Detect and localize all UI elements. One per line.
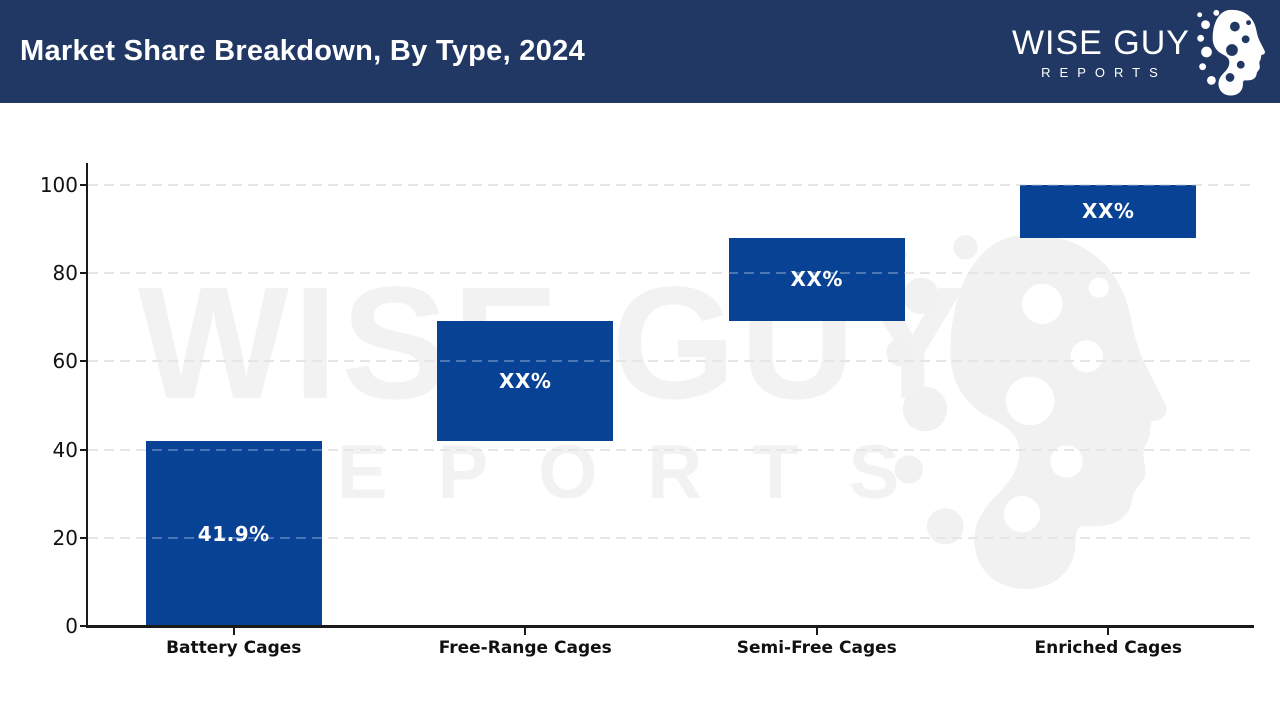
chart-title: Market Share Breakdown, By Type, 2024 (20, 35, 586, 67)
x-axis-line (86, 625, 1254, 628)
gridline-overlay (88, 448, 1254, 451)
grid-overlay-layer (0, 103, 1280, 720)
bar: XX% (728, 237, 905, 321)
logo-head-icon (1194, 7, 1266, 97)
gridlines-layer (0, 103, 1280, 720)
x-category-label: Free-Range Cages (438, 638, 612, 658)
y-axis-tick (80, 448, 88, 451)
gridline-overlay (88, 184, 1254, 187)
y-axis-tick (80, 272, 88, 275)
gridline (88, 448, 1254, 451)
y-axis-tick (80, 536, 88, 539)
y-tick-label: 40 (52, 437, 78, 462)
gridline-overlay (88, 272, 1254, 275)
y-axis-line (86, 163, 88, 628)
watermark-head-icon (872, 223, 1172, 595)
y-tick-label: 20 (52, 525, 78, 550)
y-tick-label: 100 (39, 173, 78, 198)
y-axis-tick (80, 184, 88, 187)
logo-name-text: WISE GUY (1011, 24, 1190, 62)
x-category-label: Battery Cages (166, 638, 302, 658)
y-tick-label: 60 (52, 349, 78, 374)
y-tick-label: 0 (65, 614, 78, 638)
gridline (88, 272, 1254, 275)
bar: XX% (437, 320, 614, 442)
x-category-label: Semi-Free Cages (736, 638, 897, 658)
bar: 41.9% (145, 441, 322, 626)
axis-labels-layer: 0 20 40 60 80 100 Battery Cages Free-Range Cage… (0, 103, 1280, 720)
gridline (88, 360, 1254, 363)
logo-sub-text: REPORTS (1041, 65, 1167, 80)
x-axis-tick (815, 627, 818, 635)
bar: XX% (1020, 185, 1197, 238)
y-axis-tick (80, 360, 88, 363)
x-axis-tick (1107, 627, 1110, 635)
bar-value-label: 41.9% (197, 521, 270, 546)
logo-wordmark: WISE GUY REPORTS (1012, 24, 1190, 80)
bar-value-label: XX% (790, 267, 843, 292)
bars-layer: 41.9% XX% XX% XX% (0, 103, 1280, 720)
watermark-sub-text: REPORTS (232, 430, 950, 515)
y-axis-tick (80, 625, 88, 627)
gridline (88, 536, 1254, 539)
x-axis-tick (232, 627, 235, 635)
axes-layer (0, 103, 1280, 720)
gridline (88, 184, 1254, 187)
x-category-label: Enriched Cages (1034, 638, 1183, 658)
bar-value-label: XX% (1082, 199, 1135, 224)
bar-value-label: XX% (499, 369, 552, 394)
wise-guy-reports-logo: WISE GUY REPORTS (1012, 8, 1266, 96)
gridline-overlay (88, 360, 1254, 363)
x-axis-tick (524, 627, 527, 635)
chart-area: WISE GUY REPORTS 41.9% XX% XX% XX% (0, 103, 1280, 720)
y-tick-label: 80 (52, 261, 78, 286)
header-bar: Market Share Breakdown, By Type, 2024 WI… (0, 0, 1280, 103)
gridline-overlay (88, 536, 1254, 539)
